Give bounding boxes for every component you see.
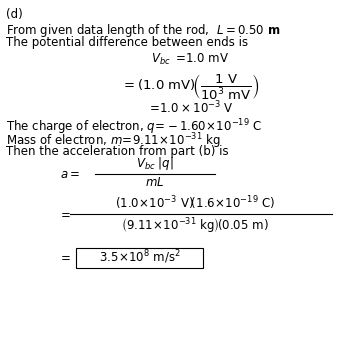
Text: Then the acceleration from part (b) is: Then the acceleration from part (b) is [6, 145, 229, 158]
Text: $a=$: $a=$ [60, 167, 80, 181]
Text: $3.5\!\times\!10^{8}\ \mathrm{m/s}^2$: $3.5\!\times\!10^{8}\ \mathrm{m/s}^2$ [99, 248, 181, 266]
Text: Mass of electron, $m\!=\!9.11\!\times\!10^{-31}\ \mathrm{kg}$: Mass of electron, $m\!=\!9.11\!\times\!1… [6, 131, 221, 151]
Text: $=\!1.0\times10^{-3}\ \mathrm{V}$: $=\!1.0\times10^{-3}\ \mathrm{V}$ [146, 100, 233, 117]
Text: $V_{bc}\ =\!1.0\ \mathrm{mV}$: $V_{bc}\ =\!1.0\ \mathrm{mV}$ [151, 52, 229, 67]
Text: From given data length of the rod,  $L=0.50\ \mathbf{m}$: From given data length of the rod, $L=0.… [6, 22, 280, 39]
Text: $mL$: $mL$ [145, 176, 164, 189]
Text: $=(1.0\ \mathrm{mV})\!\left(\dfrac{1\ \mathrm{V}}{10^{3}\ \mathrm{mV}}\right)$: $=(1.0\ \mathrm{mV})\!\left(\dfrac{1\ \m… [121, 72, 259, 101]
Text: $=$: $=$ [58, 251, 71, 264]
Text: $\left(9.11\!\times\!10^{-31}\ \mathrm{kg}\right)\!\left(0.05\ \mathrm{m}\right): $\left(9.11\!\times\!10^{-31}\ \mathrm{k… [121, 216, 269, 236]
Text: The charge of electron, $q\!=\!-1.60\!\times\!10^{-19}\ \mathrm{C}$: The charge of electron, $q\!=\!-1.60\!\t… [6, 117, 262, 137]
FancyBboxPatch shape [76, 248, 203, 268]
Text: The potential difference between ends is: The potential difference between ends is [6, 36, 248, 49]
Text: (d): (d) [6, 8, 23, 21]
Text: $=$: $=$ [58, 208, 71, 220]
Text: $V_{bc}\ |q|$: $V_{bc}\ |q|$ [136, 155, 174, 172]
Text: $\left(1.0\!\times\!10^{-3}\ \mathrm{V}\right)\!\left(1.6\!\times\!10^{-19}\ \ma: $\left(1.0\!\times\!10^{-3}\ \mathrm{V}\… [115, 194, 275, 212]
